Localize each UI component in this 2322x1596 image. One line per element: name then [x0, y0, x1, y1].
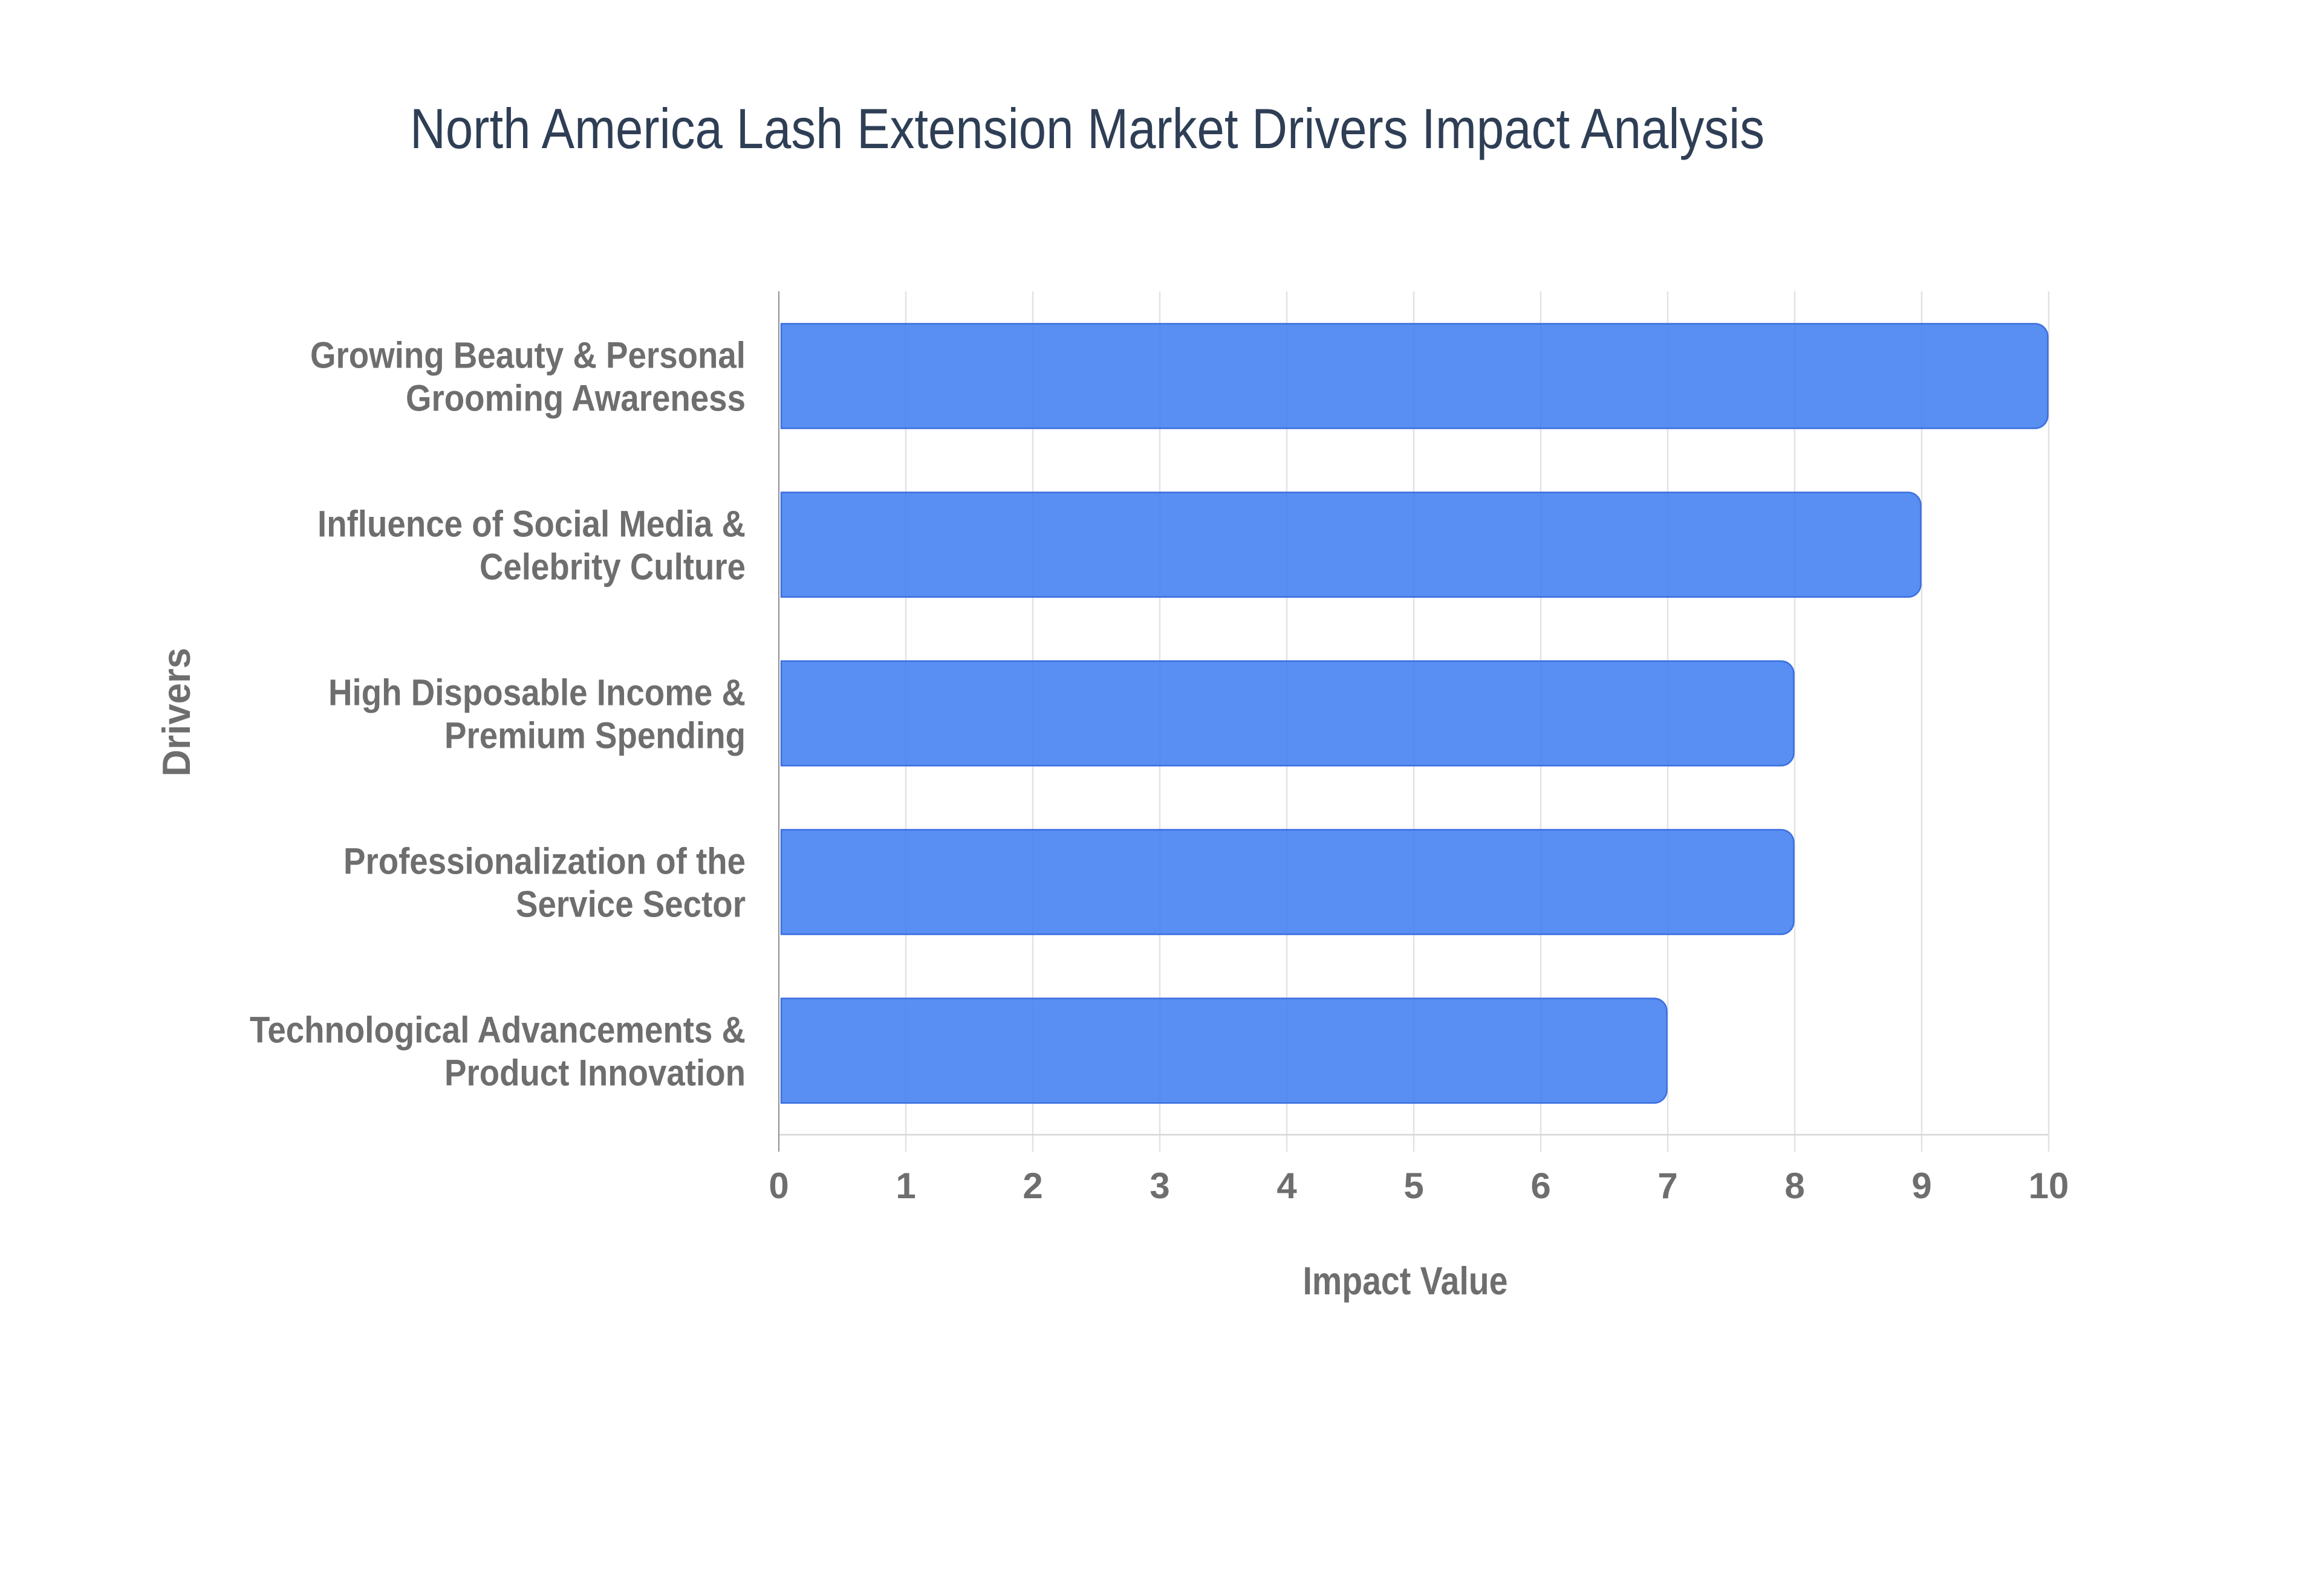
svg-text:Product Innovation: Product Innovation [444, 1053, 746, 1094]
svg-text:Professionalization of the: Professionalization of the [343, 841, 746, 882]
svg-text:6: 6 [1530, 1166, 1550, 1206]
svg-text:Growing Beauty & Personal: Growing Beauty & Personal [310, 335, 746, 376]
svg-text:Drivers: Drivers [154, 648, 198, 777]
svg-text:9: 9 [1911, 1166, 1931, 1206]
svg-text:7: 7 [1657, 1166, 1677, 1206]
svg-text:High Disposable Income &: High Disposable Income & [328, 672, 746, 713]
svg-text:10: 10 [2029, 1166, 2069, 1206]
svg-text:Technological Advancements &: Technological Advancements & [250, 1010, 746, 1051]
svg-text:8: 8 [1784, 1166, 1804, 1206]
svg-text:Service Sector: Service Sector [516, 884, 746, 925]
svg-text:Influence of Social Media &: Influence of Social Media & [317, 504, 746, 545]
svg-text:5: 5 [1403, 1166, 1423, 1206]
svg-text:2: 2 [1023, 1166, 1042, 1206]
svg-text:4: 4 [1276, 1166, 1297, 1206]
svg-text:North America Lash Extension M: North America Lash Extension Market Driv… [410, 97, 1764, 160]
svg-text:Premium Spending: Premium Spending [444, 715, 746, 756]
svg-text:Grooming Awareness: Grooming Awareness [406, 378, 746, 419]
svg-text:3: 3 [1150, 1166, 1169, 1206]
svg-text:Impact Value: Impact Value [1303, 1259, 1508, 1303]
svg-text:Celebrity Culture: Celebrity Culture [480, 547, 746, 588]
svg-text:0: 0 [769, 1166, 789, 1206]
svg-text:1: 1 [896, 1166, 915, 1206]
